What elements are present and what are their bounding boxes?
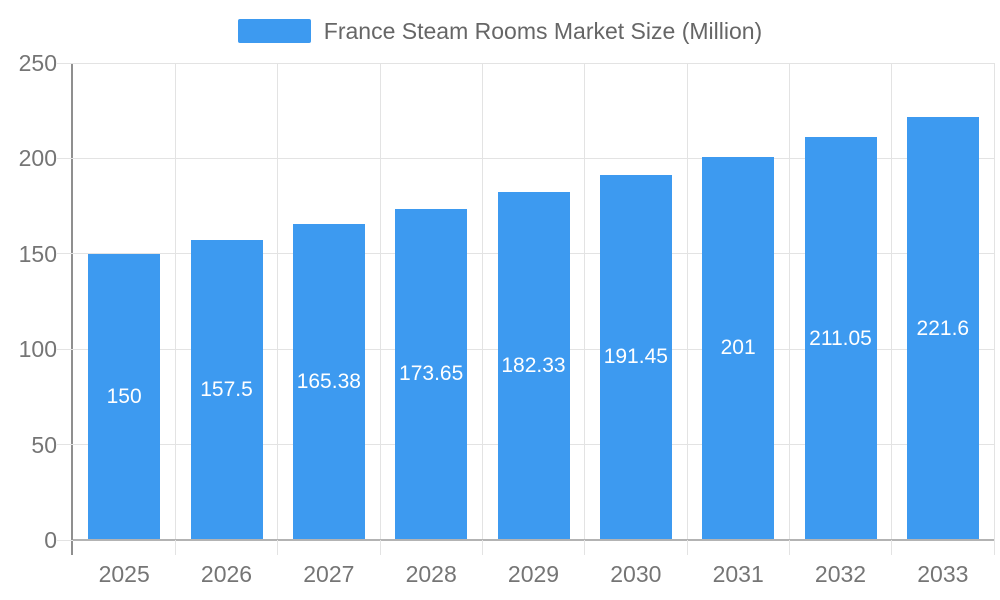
bar-2033: 221.6: [906, 117, 979, 540]
y-axis-line: [71, 63, 73, 555]
x-axis-tick: [891, 540, 893, 555]
bar-2026: 157.5: [190, 239, 263, 540]
x-axis-tick-label: 2028: [405, 561, 457, 587]
bar-2028: 173.65: [395, 208, 468, 540]
x-axis-tick-label: 2031: [712, 561, 764, 587]
legend-swatch-icon: [237, 19, 311, 43]
x-axis-line: [73, 539, 994, 541]
x-axis-tick: [993, 540, 995, 555]
x-gridline: [891, 63, 893, 540]
y-axis-tick-label: 0: [44, 527, 57, 553]
legend: France Steam Rooms Market Size (Million): [0, 19, 1000, 43]
bar-value-label: 182.33: [501, 354, 566, 378]
y-axis-tick: [57, 348, 73, 350]
bar-value-label: 157.5: [200, 377, 253, 401]
y-gridline: [73, 157, 994, 159]
plot-area: 150 157.5 165.38 173.65 182.33 191.45 201 211.0…: [73, 62, 995, 540]
y-axis-tick: [57, 62, 73, 64]
x-axis-tick-label: 2030: [610, 561, 662, 587]
bar-value-label: 201: [720, 336, 756, 360]
y-axis-tick-label: 200: [18, 145, 57, 172]
y-gridline: [73, 62, 994, 64]
x-gridline: [686, 63, 688, 540]
bar-2025: 150: [88, 253, 161, 540]
x-axis-tick: [277, 540, 279, 555]
bar-2027: 165.38: [292, 224, 365, 540]
y-axis-tick: [57, 157, 73, 159]
x-axis-tick: [481, 540, 483, 555]
x-gridline: [277, 63, 279, 540]
x-axis-tick-label: 2033: [917, 561, 969, 587]
y-axis-tick-label: 50: [31, 431, 57, 458]
bar-value-label: 221.6: [916, 316, 970, 340]
legend-label: France Steam Rooms Market Size (Million): [323, 18, 763, 44]
y-axis-tick: [57, 444, 73, 446]
x-axis-tick-label: 2025: [98, 561, 150, 587]
y-axis-tick: [57, 253, 73, 255]
bar-value-label: 173.65: [399, 362, 464, 386]
bar-value-label: 191.45: [603, 345, 668, 369]
bar-value-label: 165.38: [296, 370, 361, 394]
x-axis-tick: [174, 540, 176, 555]
x-gridline: [481, 63, 483, 540]
x-gridline: [379, 63, 381, 540]
x-gridline: [788, 63, 790, 540]
bar-value-label: 150: [106, 384, 142, 408]
x-axis-tick: [379, 540, 381, 555]
legend-item-series[interactable]: France Steam Rooms Market Size (Million): [237, 18, 763, 44]
x-axis-tick-label: 2026: [200, 561, 253, 587]
bar-2030: 191.45: [599, 174, 672, 540]
x-gridline: [993, 63, 995, 540]
y-axis-tick-label: 250: [18, 50, 57, 76]
bar-2029: 182.33: [497, 192, 570, 540]
x-gridline: [174, 63, 176, 540]
bar-value-label: 211.05: [809, 326, 872, 350]
x-gridline: [584, 63, 586, 540]
y-axis-tick: [57, 539, 73, 541]
x-axis-tick: [686, 540, 688, 555]
x-axis-tick-label: 2032: [814, 561, 867, 587]
x-axis-tick: [788, 540, 790, 555]
bar-2031: 201: [702, 156, 775, 540]
x-axis-tick: [584, 540, 586, 555]
x-axis-tick-label: 2029: [507, 561, 560, 587]
bar-2032: 211.05: [804, 137, 877, 540]
y-axis-tick-label: 100: [18, 336, 57, 363]
y-axis-tick-label: 150: [18, 240, 57, 267]
x-axis-tick-label: 2027: [303, 561, 355, 587]
